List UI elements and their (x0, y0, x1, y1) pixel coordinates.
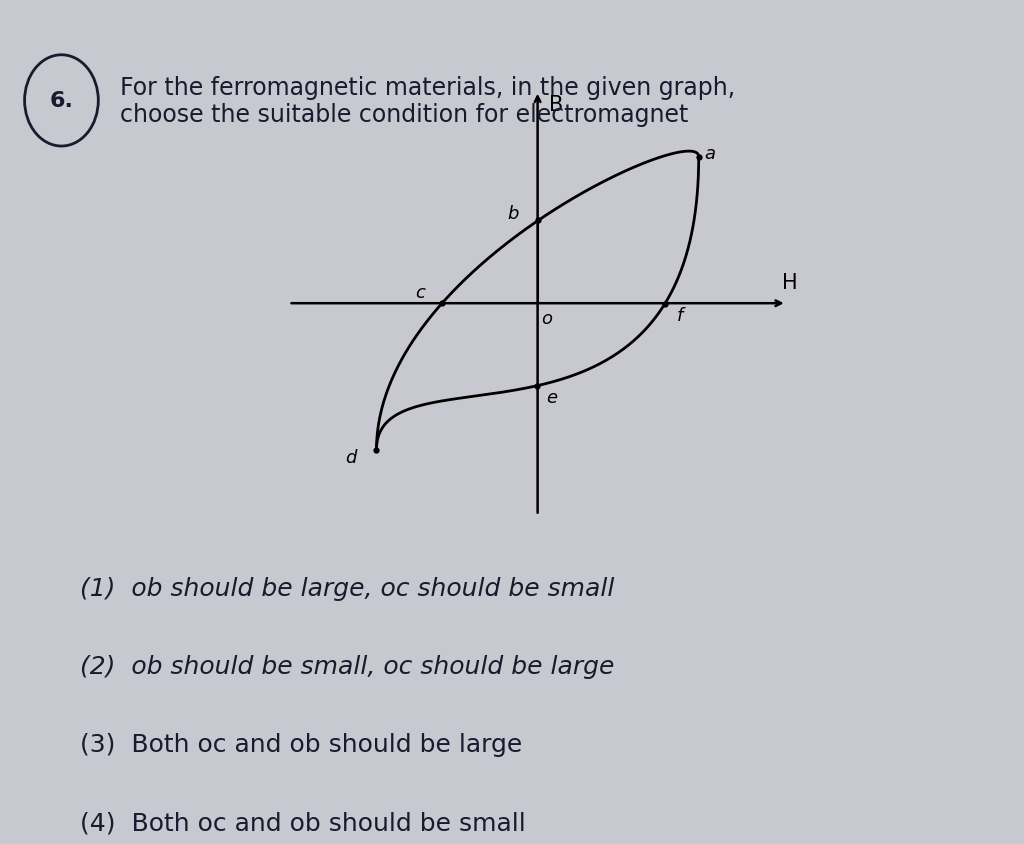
Text: For the ferromagnetic materials, in the given graph,
choose the suitable conditi: For the ferromagnetic materials, in the … (121, 75, 735, 127)
Text: d: d (345, 448, 356, 467)
Text: (2)  ob should be small, oc should be large: (2) ob should be small, oc should be lar… (80, 654, 614, 678)
Text: a: a (705, 145, 715, 163)
Text: (1)  ob should be large, oc should be small: (1) ob should be large, oc should be sma… (80, 576, 614, 600)
Text: f: f (677, 306, 683, 324)
Text: c: c (416, 284, 425, 301)
Text: b: b (507, 205, 518, 223)
Text: o: o (541, 310, 552, 327)
Text: (3)  Both oc and ob should be large: (3) Both oc and ob should be large (80, 732, 522, 756)
Text: (4)  Both oc and ob should be small: (4) Both oc and ob should be small (80, 810, 525, 834)
Text: 6.: 6. (49, 91, 74, 111)
Text: B: B (549, 95, 563, 116)
Text: H: H (782, 273, 798, 293)
Text: e: e (546, 388, 557, 406)
